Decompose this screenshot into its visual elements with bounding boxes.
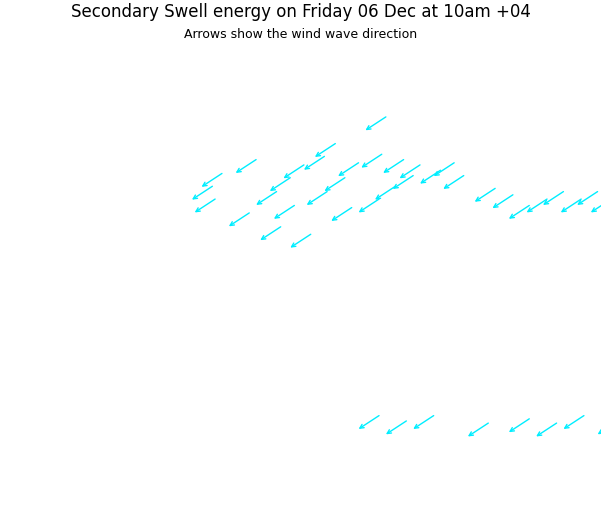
Text: Arrows show the wind wave direction: Arrows show the wind wave direction — [184, 28, 417, 41]
Text: Secondary Swell energy on Friday 06 Dec at 10am +04: Secondary Swell energy on Friday 06 Dec … — [70, 3, 531, 21]
